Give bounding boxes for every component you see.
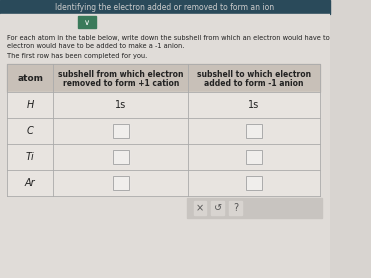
Text: Ar: Ar [25, 178, 36, 188]
Bar [246, 124, 262, 138]
Text: 1s: 1s [249, 100, 260, 110]
Bar [78, 16, 96, 28]
Bar [0, 0, 329, 14]
Bar [211, 201, 224, 215]
Bar [7, 118, 320, 144]
Bar [113, 176, 129, 190]
Bar [246, 150, 262, 164]
Text: H: H [26, 100, 34, 110]
Text: ?: ? [233, 203, 238, 213]
Bar [7, 64, 320, 92]
Text: For each atom in the table below, write down the subshell from which an electron: For each atom in the table below, write … [7, 35, 330, 41]
Text: ↺: ↺ [214, 203, 222, 213]
Text: Identifying the electron added or removed to form an ion: Identifying the electron added or remove… [55, 3, 274, 11]
Text: Ti: Ti [26, 152, 35, 162]
Bar [7, 64, 320, 196]
Bar [113, 150, 129, 164]
Bar [0, 14, 329, 30]
Text: ∨: ∨ [84, 18, 90, 26]
Text: C: C [27, 126, 34, 136]
Text: added to form -1 anion: added to form -1 anion [204, 78, 304, 88]
Bar [229, 201, 242, 215]
Text: removed to form +1 cation: removed to form +1 cation [63, 78, 179, 88]
Bar [187, 198, 322, 218]
Bar [246, 150, 262, 164]
Text: subshell from which electron: subshell from which electron [58, 70, 184, 78]
Text: The first row has been completed for you.: The first row has been completed for you… [7, 53, 147, 59]
Bar [0, 30, 329, 278]
Bar [7, 144, 320, 170]
Bar [246, 176, 262, 190]
Bar [113, 176, 129, 190]
Bar [7, 170, 320, 196]
Bar [113, 124, 129, 138]
Bar [194, 201, 206, 215]
Bar [113, 124, 129, 138]
Bar [113, 150, 129, 164]
Bar [246, 124, 262, 138]
Text: 1s: 1s [115, 100, 127, 110]
Bar [246, 176, 262, 190]
Text: atom: atom [17, 73, 43, 83]
Text: subshell to which electron: subshell to which electron [197, 70, 311, 78]
Bar [7, 92, 320, 118]
Text: electron would have to be added to make a -1 anion.: electron would have to be added to make … [7, 43, 184, 49]
Text: ×: × [196, 203, 204, 213]
